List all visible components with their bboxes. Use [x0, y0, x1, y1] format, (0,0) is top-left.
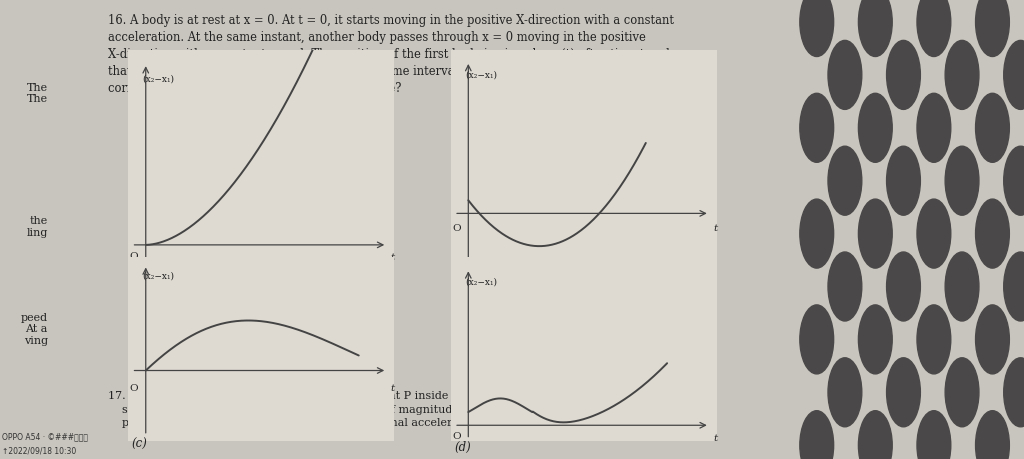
- Circle shape: [800, 411, 834, 459]
- Text: (c): (c): [131, 437, 147, 450]
- Circle shape: [945, 147, 979, 216]
- Circle shape: [1004, 147, 1024, 216]
- Circle shape: [976, 94, 1010, 163]
- Circle shape: [858, 200, 892, 269]
- Circle shape: [918, 200, 950, 269]
- Text: O: O: [129, 383, 138, 392]
- Circle shape: [976, 305, 1010, 374]
- Text: (x₂−x₁): (x₂−x₁): [465, 70, 497, 79]
- Text: (d): (d): [454, 440, 471, 453]
- Text: (b): (b): [454, 263, 471, 277]
- Circle shape: [828, 358, 862, 427]
- Text: 16. A body is at rest at x = 0. At t = 0, it starts moving in the positive X-dir: 16. A body is at rest at x = 0. At t = 0…: [109, 14, 675, 95]
- Circle shape: [887, 41, 921, 110]
- Circle shape: [945, 252, 979, 321]
- Circle shape: [918, 305, 950, 374]
- Circle shape: [828, 252, 862, 321]
- Text: O: O: [452, 224, 461, 232]
- Text: the
ling: the ling: [27, 216, 48, 237]
- Circle shape: [918, 0, 950, 57]
- Circle shape: [918, 94, 950, 163]
- Circle shape: [858, 411, 892, 459]
- Circle shape: [945, 41, 979, 110]
- Text: t: t: [714, 433, 718, 442]
- Circle shape: [1004, 358, 1024, 427]
- Circle shape: [1004, 252, 1024, 321]
- Circle shape: [976, 0, 1010, 57]
- Circle shape: [800, 305, 834, 374]
- Circle shape: [858, 305, 892, 374]
- Circle shape: [945, 358, 979, 427]
- Text: t: t: [391, 252, 395, 262]
- Circle shape: [887, 358, 921, 427]
- Circle shape: [887, 147, 921, 216]
- Text: O: O: [129, 252, 138, 260]
- Circle shape: [976, 200, 1010, 269]
- Text: t: t: [391, 383, 395, 392]
- Circle shape: [800, 94, 834, 163]
- Circle shape: [887, 252, 921, 321]
- Text: t: t: [714, 224, 718, 232]
- Text: peed
At a
ving: peed At a ving: [20, 312, 48, 345]
- Text: (a): (a): [131, 265, 147, 278]
- Circle shape: [1004, 41, 1024, 110]
- Circle shape: [858, 0, 892, 57]
- Text: The
The: The The: [27, 83, 48, 104]
- Text: (x₂−x₁): (x₂−x₁): [465, 277, 497, 286]
- Circle shape: [828, 41, 862, 110]
- Text: OPPO A54 · ©###🤩🤩🤩: OPPO A54 · ©###🤩🤩🤩: [2, 431, 88, 441]
- Circle shape: [800, 200, 834, 269]
- Text: (x₂−x₁): (x₂−x₁): [142, 74, 174, 83]
- Text: (x₂−x₁): (x₂−x₁): [142, 271, 174, 280]
- Circle shape: [858, 94, 892, 163]
- Circle shape: [918, 411, 950, 459]
- Text: ↑2022/09/18 10:30: ↑2022/09/18 10:30: [2, 445, 76, 454]
- Circle shape: [800, 0, 834, 57]
- Circle shape: [828, 147, 862, 216]
- Text: 17. A particle of mass m is initially situated at point P inside a hemispherical: 17. A particle of mass m is initially si…: [109, 391, 666, 427]
- Text: O: O: [452, 431, 461, 440]
- Circle shape: [976, 411, 1010, 459]
